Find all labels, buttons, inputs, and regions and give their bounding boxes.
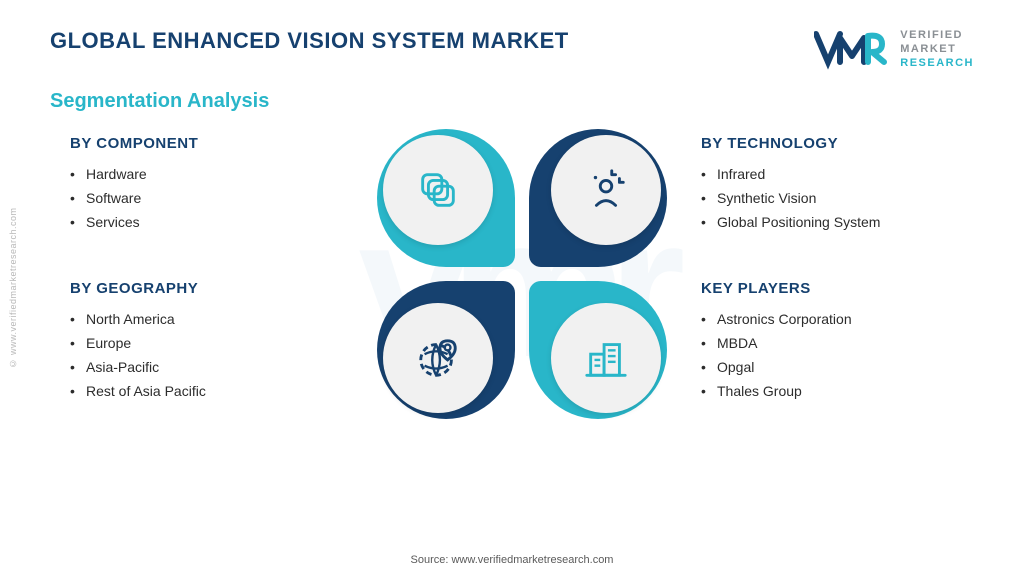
list-item: Software <box>70 186 377 210</box>
layers-icon <box>415 167 461 213</box>
petal-technology <box>529 129 667 267</box>
segment-list: Astronics Corporation MBDA Opgal Thales … <box>701 307 974 403</box>
logo-line1: VERIFIED <box>900 29 974 43</box>
list-item: Thales Group <box>701 379 974 403</box>
left-column: BY COMPONENT Hardware Software Services … <box>70 135 377 403</box>
subtitle: Segmentation Analysis <box>0 72 1024 113</box>
brand-logo-text: VERIFIED MARKET RESEARCH <box>900 29 974 70</box>
list-item: Infrared <box>701 162 974 186</box>
segment-title: KEY PLAYERS <box>701 280 974 297</box>
list-item: Rest of Asia Pacific <box>70 379 377 403</box>
segment-list: Hardware Software Services <box>70 162 377 234</box>
brand-logo: VERIFIED MARKET RESEARCH <box>814 28 974 72</box>
segment-component: BY COMPONENT Hardware Software Services <box>70 135 377 234</box>
right-column: BY TECHNOLOGY Infrared Synthetic Vision … <box>667 135 974 403</box>
segment-title: BY COMPONENT <box>70 135 377 152</box>
petal-diagram <box>377 129 667 419</box>
logo-line2: MARKET <box>900 43 974 57</box>
list-item: Services <box>70 210 377 234</box>
source-attribution: Source: www.verifiedmarketresearch.com <box>0 554 1024 566</box>
segment-list: North America Europe Asia-Pacific Rest o… <box>70 307 377 403</box>
segment-title: BY GEOGRAPHY <box>70 280 377 297</box>
segment-title: BY TECHNOLOGY <box>701 135 974 152</box>
list-item: Astronics Corporation <box>701 307 974 331</box>
petal-component <box>377 129 515 267</box>
list-item: MBDA <box>701 331 974 355</box>
list-item: Asia-Pacific <box>70 355 377 379</box>
globe-pin-icon <box>415 335 461 381</box>
petal-inner <box>383 303 493 413</box>
petal-players <box>529 281 667 419</box>
petal-inner <box>383 135 493 245</box>
vmr-logo-icon <box>814 28 892 72</box>
list-item: Synthetic Vision <box>701 186 974 210</box>
segment-list: Infrared Synthetic Vision Global Positio… <box>701 162 974 234</box>
petal-inner <box>551 135 661 245</box>
list-item: North America <box>70 307 377 331</box>
page-title: GLOBAL ENHANCED VISION SYSTEM MARKET <box>50 28 569 54</box>
segment-players: KEY PLAYERS Astronics Corporation MBDA O… <box>701 280 974 403</box>
logo-line3: RESEARCH <box>900 57 974 71</box>
buildings-icon <box>583 335 629 381</box>
content-grid: BY COMPONENT Hardware Software Services … <box>0 113 1024 419</box>
header: GLOBAL ENHANCED VISION SYSTEM MARKET VER… <box>0 0 1024 72</box>
list-item: Opgal <box>701 355 974 379</box>
segment-technology: BY TECHNOLOGY Infrared Synthetic Vision … <box>701 135 974 234</box>
segment-geography: BY GEOGRAPHY North America Europe Asia-P… <box>70 280 377 403</box>
petal-geography <box>377 281 515 419</box>
person-focus-icon <box>583 167 629 213</box>
list-item: Europe <box>70 331 377 355</box>
list-item: Hardware <box>70 162 377 186</box>
petal-inner <box>551 303 661 413</box>
list-item: Global Positioning System <box>701 210 974 234</box>
